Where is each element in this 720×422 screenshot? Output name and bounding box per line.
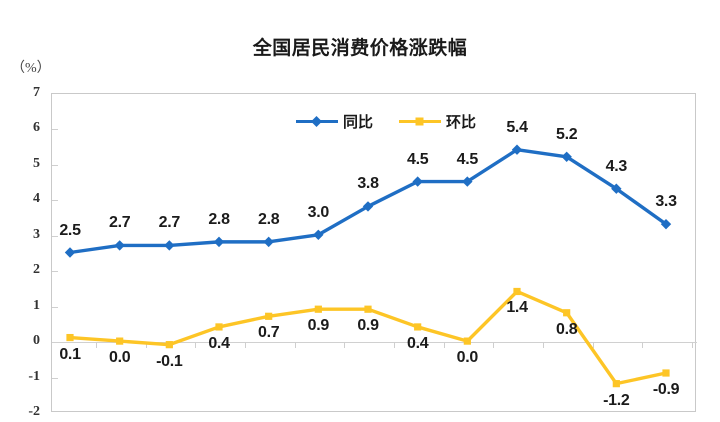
chart-legend: 同比 环比 bbox=[296, 110, 476, 132]
data-point-marker-diamond bbox=[263, 236, 274, 248]
data-label: 3.8 bbox=[357, 175, 379, 193]
data-point-marker-diamond bbox=[611, 183, 622, 194]
x-axis-tick-mark bbox=[145, 342, 147, 349]
data-label: 2.8 bbox=[208, 210, 230, 228]
legend-label-tongbi: 同比 bbox=[343, 113, 374, 131]
data-label: 4.3 bbox=[605, 157, 628, 175]
data-point-marker-square bbox=[215, 323, 223, 331]
y-axis-tick-label: 0 bbox=[33, 333, 40, 349]
data-label: 2.8 bbox=[257, 210, 280, 228]
data-point-marker-square bbox=[265, 312, 273, 320]
y-axis-tick-label: 6 bbox=[33, 120, 40, 136]
y-axis-unit-label: （%） bbox=[11, 61, 51, 76]
y-axis-tick-mark bbox=[52, 200, 58, 202]
x-axis-tick-mark bbox=[443, 342, 445, 349]
legend-item-tongbi[interactable]: 同比 bbox=[296, 111, 373, 132]
y-axis-tick-label: 5 bbox=[33, 155, 40, 171]
data-point-marker-square bbox=[662, 369, 670, 377]
data-point-marker-diamond bbox=[362, 201, 374, 212]
data-point-marker-square bbox=[563, 309, 571, 317]
y-axis-tick-label: 2 bbox=[33, 262, 40, 278]
data-label: 5.4 bbox=[506, 118, 528, 136]
x-axis-tick-mark bbox=[691, 342, 693, 349]
y-axis-tick-mark bbox=[52, 306, 58, 308]
chart-title: 全国居民消费价格涨跌幅 bbox=[252, 38, 468, 59]
data-label: 0.8 bbox=[555, 320, 578, 338]
data-label: 0.1 bbox=[59, 345, 81, 363]
data-label: 3.0 bbox=[307, 203, 330, 221]
y-axis-tick-mark bbox=[52, 235, 58, 237]
data-point-marker-diamond bbox=[213, 236, 225, 248]
data-point-marker-diamond bbox=[462, 176, 473, 187]
data-label: 0.0 bbox=[108, 349, 131, 367]
data-point-marker-diamond bbox=[412, 176, 423, 187]
y-axis-tick-mark bbox=[52, 271, 58, 273]
y-axis-tick-label: 3 bbox=[33, 226, 40, 242]
y-axis-tick-label: -1 bbox=[28, 368, 40, 384]
data-label: 1.4 bbox=[506, 299, 528, 317]
data-point-marker-diamond bbox=[114, 240, 125, 251]
series-line-tongbi bbox=[68, 148, 668, 255]
data-point-marker-diamond bbox=[511, 144, 523, 155]
x-axis-tick-mark bbox=[493, 342, 495, 349]
y-axis-tick-mark bbox=[52, 129, 58, 131]
y-axis-tick-mark bbox=[52, 377, 58, 379]
data-label: 0.4 bbox=[406, 334, 429, 352]
square-marker-icon bbox=[415, 117, 424, 126]
data-point-marker-square bbox=[414, 323, 422, 331]
series-lines bbox=[64, 144, 672, 388]
data-point-marker-diamond bbox=[164, 240, 175, 251]
legend-item-huanbi[interactable]: 环比 bbox=[399, 111, 476, 132]
y-axis-tick-mark bbox=[52, 164, 58, 166]
data-point-marker-diamond bbox=[313, 229, 324, 240]
data-point-marker-diamond bbox=[561, 151, 572, 162]
data-label: 4.5 bbox=[456, 150, 479, 168]
data-point-marker-diamond bbox=[64, 247, 76, 258]
data-label: 4.5 bbox=[406, 150, 429, 168]
data-label: 2.7 bbox=[108, 214, 131, 232]
data-label: -1.2 bbox=[603, 391, 630, 409]
data-point-marker-square bbox=[66, 333, 74, 342]
x-axis-tick-mark bbox=[393, 342, 395, 349]
legend-swatch-blue-line-icon bbox=[296, 114, 338, 128]
data-label: 3.3 bbox=[655, 193, 677, 211]
data-point-marker-square bbox=[612, 380, 620, 388]
data-label: 0.7 bbox=[257, 324, 280, 342]
y-axis-tick-label: 4 bbox=[33, 191, 40, 207]
data-point-marker-square bbox=[314, 305, 322, 313]
y-axis-tick-label: 1 bbox=[33, 297, 40, 313]
x-axis-tick-mark bbox=[592, 342, 594, 349]
data-label: 5.2 bbox=[555, 125, 578, 143]
data-label: -0.1 bbox=[156, 352, 183, 370]
data-point-marker-square bbox=[463, 337, 471, 345]
data-point-marker-square bbox=[364, 305, 372, 313]
y-axis-tick-label: 7 bbox=[33, 85, 40, 100]
data-label: -0.9 bbox=[652, 381, 680, 398]
data-point-marker-square bbox=[116, 337, 124, 345]
x-axis-tick-mark bbox=[294, 342, 296, 349]
x-axis-tick-mark bbox=[344, 342, 346, 349]
y-axis-tick-label: -2 bbox=[28, 404, 40, 419]
plot-area bbox=[51, 93, 697, 412]
data-label: 0.0 bbox=[456, 349, 479, 367]
x-axis-tick-mark bbox=[244, 342, 246, 349]
data-label: 2.7 bbox=[158, 214, 181, 232]
diamond-marker-icon bbox=[311, 116, 322, 127]
data-point-marker-square bbox=[165, 341, 173, 349]
x-axis-tick-mark bbox=[542, 342, 544, 349]
x-axis-tick-mark bbox=[95, 342, 97, 349]
data-label: 0.4 bbox=[208, 334, 230, 352]
x-axis-tick-mark bbox=[195, 342, 197, 349]
data-label: 0.9 bbox=[307, 317, 330, 335]
x-axis-tick-mark bbox=[642, 342, 644, 349]
data-label: 2.5 bbox=[59, 221, 81, 239]
data-label: 0.9 bbox=[357, 317, 379, 335]
zero-baseline bbox=[52, 342, 697, 344]
legend-label-huanbi: 环比 bbox=[446, 113, 477, 131]
data-point-marker-square bbox=[513, 287, 521, 296]
legend-swatch-yellow-line-icon bbox=[399, 114, 442, 128]
data-point-marker-diamond bbox=[660, 218, 672, 230]
